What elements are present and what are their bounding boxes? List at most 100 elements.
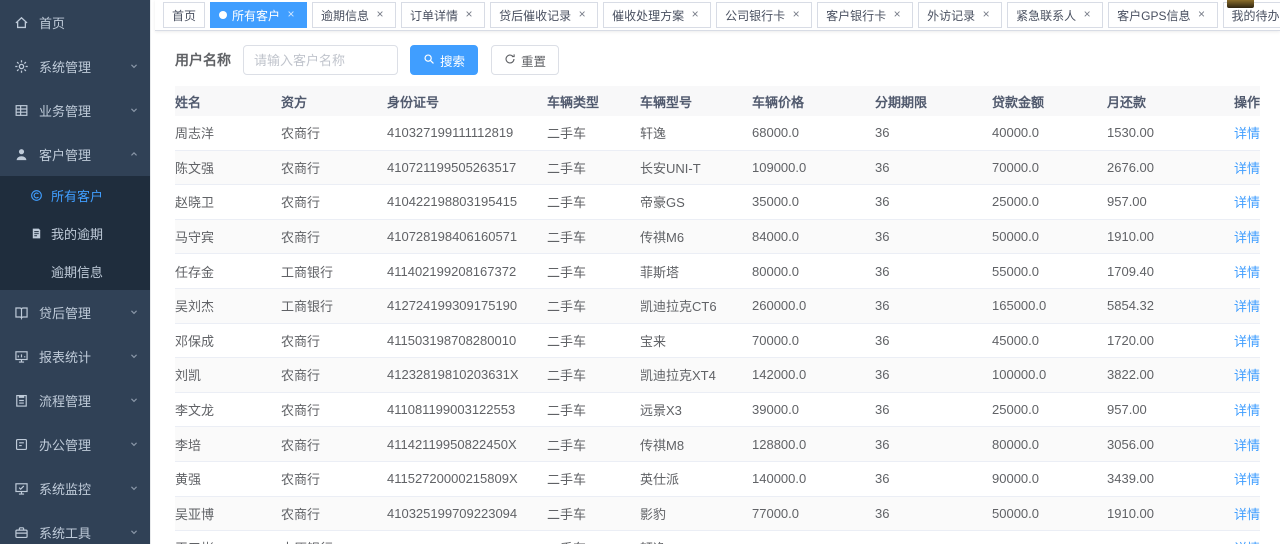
close-icon[interactable]: × [691,7,699,21]
sidebar-item-customer-mgmt[interactable]: 客户管理 [0,132,150,176]
tab-紧急联系人[interactable]: 紧急联系人 × [1007,2,1104,28]
search-label: 用户名称 [175,52,231,68]
table-cell: 3439.00 [1107,471,1154,487]
detail-link[interactable]: 详情 [1233,403,1260,419]
customer-name-input[interactable] [243,45,398,75]
detail-link[interactable]: 详情 [1233,368,1260,384]
sidebar-item-system-mgmt[interactable]: 系统管理 [0,44,150,88]
tab-外访记录[interactable]: 外访记录 × [918,2,1003,28]
table-row: 李培 农商行 41142119950822450X 二手车 传祺M8 128800.0 36… [175,427,1260,462]
table-cell: 中原银行 [281,538,387,544]
tab-label: 外访记录 [927,8,976,23]
table-cell: 远景X3 [640,403,682,419]
close-icon[interactable]: × [287,7,295,21]
table-cell: 轩逸 [640,126,667,142]
sidebar-item-my-overdue[interactable]: 我的逾期 [0,214,150,252]
tab-贷后催收记录[interactable]: 贷后催收记录 × [490,2,599,28]
table-cell: 赵晓卫 [175,195,215,211]
detail-link[interactable]: 详情 [1233,230,1260,246]
detail-link[interactable]: 详情 [1233,472,1260,488]
reset-button-label: 重置 [521,54,547,69]
close-icon[interactable]: × [893,7,901,21]
chevron-down-icon [128,306,140,318]
table-cell: 70000.0 [992,159,1039,175]
sidebar-item-system-tools[interactable]: 系统工具 [0,510,150,544]
action-cell: 详情 [1227,435,1260,454]
table-cell: 二手车 [547,195,587,211]
sidebar-scrollbar[interactable] [150,0,155,544]
table-cell: 45000.0 [992,332,1039,348]
close-icon[interactable]: × [1197,7,1205,21]
office-icon [14,437,29,452]
table-cell: 农商行 [281,195,321,211]
sidebar-item-office-mgmt[interactable]: 办公管理 [0,422,150,466]
action-cell: 详情 [1227,504,1260,523]
chevron-down-icon [128,438,140,450]
tab-逾期信息[interactable]: 逾期信息 × [312,2,397,28]
home-icon [14,15,29,30]
table-cell: 传祺M6 [640,230,685,246]
table-cell: 二手车 [547,403,587,419]
table-cell: 36 [875,367,890,383]
action-cell: 详情 [1227,262,1260,281]
sidebar-item-process-mgmt[interactable]: 流程管理 [0,378,150,422]
close-icon[interactable]: × [1083,7,1091,21]
sidebar-item-home[interactable]: 首页 [0,0,150,44]
table-cell: 二手车 [547,333,587,349]
sidebar-item-business-mgmt[interactable]: 业务管理 [0,88,150,132]
detail-link[interactable]: 详情 [1234,541,1260,544]
sidebar-item-label: 我的逾期 [51,226,104,242]
search-button[interactable]: 搜索 [410,45,479,75]
table-cell: 25000.0 [992,194,1039,210]
table-cell: 70000.0 [752,332,799,348]
table-cell: 411081199003122553 [387,402,516,418]
tab-客户银行卡[interactable]: 客户银行卡 × [817,2,914,28]
close-icon[interactable]: × [465,7,473,21]
detail-link[interactable]: 详情 [1233,195,1260,211]
chevron-down-icon [128,104,140,116]
search-icon [423,53,435,68]
sidebar: 首页 系统管理 业务管理 客户管理 所有客户我的逾期逾期信息 贷后管理 报表统计 流程管理 办公… [0,0,150,544]
chevron-down-icon [128,482,140,494]
detail-link[interactable]: 详情 [1233,437,1260,453]
close-icon[interactable]: × [376,7,384,21]
tab-客户GPS信息[interactable]: 客户GPS信息 × [1108,2,1218,28]
close-icon[interactable]: × [792,7,800,21]
sidebar-item-overdue-info[interactable]: 逾期信息 [0,252,150,290]
process-icon [14,393,29,408]
table-cell: 36 [875,125,890,141]
table-cell: 410327199111112819 [387,125,514,141]
detail-link[interactable]: 详情 [1233,264,1260,280]
tab-首页[interactable]: 首页 [163,2,206,28]
sidebar-item-postloan-mgmt[interactable]: 贷后管理 [0,290,150,334]
table-cell: 36 [875,505,890,521]
user-avatar-partial[interactable] [1227,0,1254,8]
detail-link[interactable]: 详情 [1233,299,1260,315]
table-cell: 109000.0 [752,159,807,175]
sidebar-item-all-customers[interactable]: 所有客户 [0,176,150,214]
detail-link[interactable]: 详情 [1233,333,1260,349]
tab-催收处理方案[interactable]: 催收处理方案 × [603,2,712,28]
detail-link[interactable]: 详情 [1233,160,1260,176]
table-cell: 128800.0 [752,436,807,452]
sidebar-item-report-stats[interactable]: 报表统计 [0,334,150,378]
reset-button[interactable]: 重置 [491,45,560,75]
tab-所有客户[interactable]: 所有客户 × [210,2,308,28]
table-cell: 80000.0 [752,263,799,279]
detail-link[interactable]: 详情 [1233,506,1260,522]
action-cell: 详情 [1227,331,1260,350]
detail-link[interactable]: 详情 [1233,126,1260,142]
table-cell: 77000.0 [752,505,799,521]
tab-label: 紧急联系人 [1016,8,1077,23]
all-customers-icon [30,189,43,202]
close-icon[interactable]: × [982,7,990,21]
sidebar-item-system-monitor[interactable]: 系统监控 [0,466,150,510]
table-cell: 农商行 [281,506,321,522]
tab-公司银行卡[interactable]: 公司银行卡 × [716,2,813,28]
active-dot-icon [219,11,228,19]
table-cell: 农商行 [281,126,321,142]
tab-订单详情[interactable]: 订单详情 × [401,2,486,28]
close-icon[interactable]: × [578,7,586,21]
table-cell: 菲斯塔 [640,264,680,280]
table-cell: 任存金 [175,264,215,280]
